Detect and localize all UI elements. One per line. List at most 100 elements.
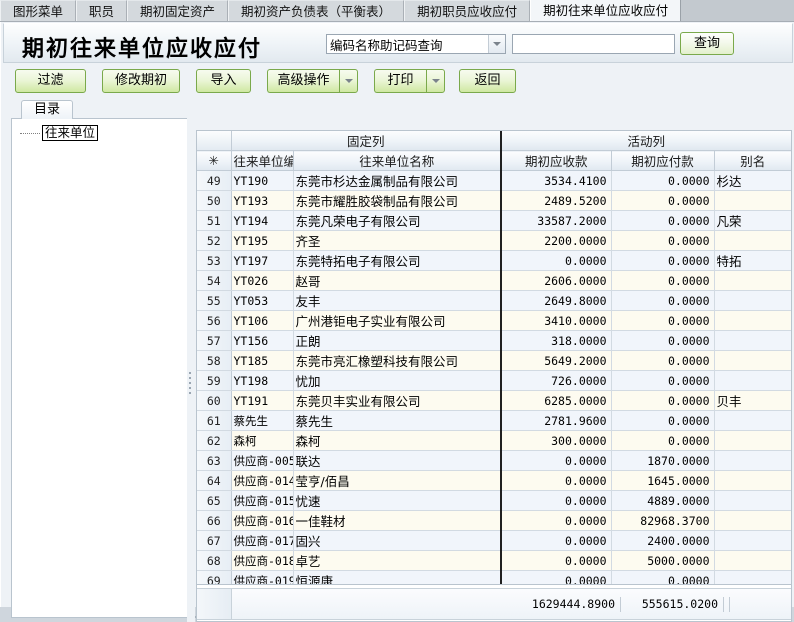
cell-initial-payable[interactable]: 0.0000: [611, 351, 714, 371]
cell-rowno[interactable]: 53: [197, 251, 231, 271]
cell-alias[interactable]: [714, 311, 791, 331]
cell-alias[interactable]: [714, 351, 791, 371]
cell-initial-receivable[interactable]: 33587.2000: [501, 211, 611, 231]
cell-partner-code[interactable]: 森柯: [231, 431, 293, 451]
cell-initial-payable[interactable]: 0.0000: [611, 171, 714, 191]
cell-rowno[interactable]: 59: [197, 371, 231, 391]
cell-initial-receivable[interactable]: 3410.0000: [501, 311, 611, 331]
modify-initial-button[interactable]: 修改期初: [102, 69, 180, 93]
cell-initial-payable[interactable]: 0.0000: [611, 291, 714, 311]
cell-initial-receivable[interactable]: 5649.2000: [501, 351, 611, 371]
cell-partner-code[interactable]: YT191: [231, 391, 293, 411]
cell-initial-payable[interactable]: 0.0000: [611, 271, 714, 291]
cell-alias[interactable]: [714, 531, 791, 551]
import-button[interactable]: 导入: [196, 69, 251, 93]
grid-col-partner-code[interactable]: 往来单位编: [231, 151, 293, 171]
grid-col-initial-receivable[interactable]: 期初应收款: [501, 151, 611, 171]
cell-partner-name[interactable]: 固兴: [293, 531, 501, 551]
cell-alias[interactable]: [714, 551, 791, 571]
cell-rowno[interactable]: 60: [197, 391, 231, 411]
cell-partner-name[interactable]: 莹亨/佰昌: [293, 471, 501, 491]
cell-initial-receivable[interactable]: 2606.0000: [501, 271, 611, 291]
cell-initial-receivable[interactable]: 0.0000: [501, 551, 611, 571]
cell-initial-receivable[interactable]: 2200.0000: [501, 231, 611, 251]
cell-partner-code[interactable]: 供应商-014: [231, 471, 293, 491]
grid-col-initial-payable[interactable]: 期初应付款: [611, 151, 714, 171]
cell-rowno[interactable]: 49: [197, 171, 231, 191]
cell-initial-payable[interactable]: 0.0000: [611, 191, 714, 211]
cell-partner-code[interactable]: 供应商-005: [231, 451, 293, 471]
cell-initial-payable[interactable]: 4889.0000: [611, 491, 714, 511]
advanced-operations-button[interactable]: 高级操作: [267, 69, 339, 93]
chevron-down-icon[interactable]: [488, 35, 505, 53]
cell-initial-payable[interactable]: 0.0000: [611, 311, 714, 331]
cell-rowno[interactable]: 56: [197, 311, 231, 331]
cell-alias[interactable]: [714, 471, 791, 491]
cell-initial-receivable[interactable]: 0.0000: [501, 511, 611, 531]
cell-initial-receivable[interactable]: 0.0000: [501, 451, 611, 471]
cell-partner-name[interactable]: 东莞凡荣电子有限公司: [293, 211, 501, 231]
cell-rowno[interactable]: 67: [197, 531, 231, 551]
cell-rowno[interactable]: 64: [197, 471, 231, 491]
cell-partner-code[interactable]: YT194: [231, 211, 293, 231]
cell-initial-receivable[interactable]: 6285.0000: [501, 391, 611, 411]
cell-partner-name[interactable]: 卓艺: [293, 551, 501, 571]
tab-initial-staff-receivable-payable[interactable]: 期初职员应收应付: [404, 0, 530, 21]
cell-partner-code[interactable]: YT106: [231, 311, 293, 331]
cell-rowno[interactable]: 58: [197, 351, 231, 371]
cell-partner-name[interactable]: 蔡先生: [293, 411, 501, 431]
cell-partner-code[interactable]: YT053: [231, 291, 293, 311]
search-button[interactable]: 查询: [680, 32, 734, 55]
cell-rowno[interactable]: 68: [197, 551, 231, 571]
cell-partner-name[interactable]: 东莞市耀胜胶袋制品有限公司: [293, 191, 501, 211]
cell-rowno[interactable]: 55: [197, 291, 231, 311]
cell-initial-receivable[interactable]: 726.0000: [501, 371, 611, 391]
cell-partner-code[interactable]: 供应商-018: [231, 551, 293, 571]
cell-alias[interactable]: 凡荣: [714, 211, 791, 231]
cell-rowno[interactable]: 57: [197, 331, 231, 351]
cell-rowno[interactable]: 52: [197, 231, 231, 251]
cell-initial-payable[interactable]: 0.0000: [611, 251, 714, 271]
cell-rowno[interactable]: 63: [197, 451, 231, 471]
tab-staff[interactable]: 职员: [76, 0, 127, 21]
cell-initial-payable[interactable]: 5000.0000: [611, 551, 714, 571]
cell-alias[interactable]: [714, 511, 791, 531]
cell-partner-name[interactable]: 忧速: [293, 491, 501, 511]
cell-rowno[interactable]: 61: [197, 411, 231, 431]
cell-initial-payable[interactable]: 0.0000: [611, 211, 714, 231]
cell-initial-receivable[interactable]: 0.0000: [501, 471, 611, 491]
cell-partner-name[interactable]: 一佳鞋材: [293, 511, 501, 531]
tab-initial-balance-sheet[interactable]: 期初资产负债表（平衡表）: [228, 0, 404, 21]
cell-initial-receivable[interactable]: 0.0000: [501, 491, 611, 511]
tab-directory[interactable]: 目录: [21, 100, 73, 119]
cell-partner-code[interactable]: 供应商-016: [231, 511, 293, 531]
cell-alias[interactable]: [714, 411, 791, 431]
cell-initial-receivable[interactable]: 0.0000: [501, 531, 611, 551]
cell-partner-name[interactable]: 东莞市亮汇橡塑科技有限公司: [293, 351, 501, 371]
cell-alias[interactable]: [714, 231, 791, 251]
cell-partner-name[interactable]: 东莞贝丰实业有限公司: [293, 391, 501, 411]
cell-initial-receivable[interactable]: 300.0000: [501, 431, 611, 451]
cell-partner-name[interactable]: 齐圣: [293, 231, 501, 251]
cell-alias[interactable]: [714, 431, 791, 451]
cell-initial-receivable[interactable]: 318.0000: [501, 331, 611, 351]
cell-initial-receivable[interactable]: 2649.8000: [501, 291, 611, 311]
cell-rowno[interactable]: 54: [197, 271, 231, 291]
